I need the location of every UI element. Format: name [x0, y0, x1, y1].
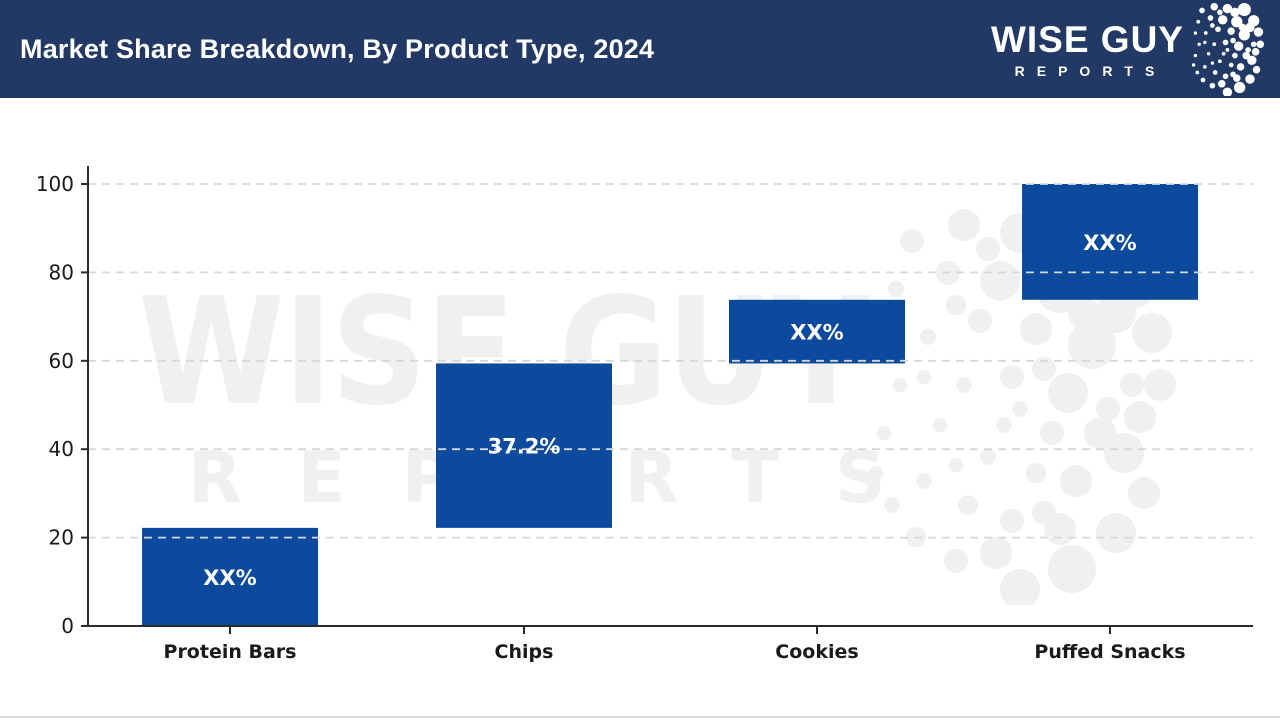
head-dot — [1222, 39, 1229, 46]
head-dot — [1200, 77, 1206, 83]
logo-reports-text: REPORTS — [1014, 62, 1167, 79]
x-category-label: Puffed Snacks — [1034, 641, 1185, 663]
head-dot — [1199, 7, 1205, 14]
head-dot — [1210, 61, 1215, 65]
head-dot — [1233, 41, 1244, 51]
head-dot — [1238, 23, 1247, 32]
head-dot — [1218, 80, 1226, 88]
head-dot — [1247, 55, 1257, 65]
head-dot — [1207, 15, 1214, 21]
head-dot — [1215, 26, 1221, 33]
y-tick-label: 60 — [49, 349, 74, 373]
page-title: Market Share Breakdown, By Product Type,… — [20, 33, 655, 64]
header-bar: Market Share Breakdown, By Product Type,… — [0, 0, 1280, 98]
head-dot — [1232, 52, 1238, 59]
head-dot — [1210, 23, 1215, 28]
y-tick-label: 0 — [61, 614, 74, 638]
head-dot — [1252, 65, 1261, 74]
bar — [142, 527, 318, 626]
head-dot — [1195, 70, 1200, 75]
head-dot — [1250, 41, 1257, 48]
head-dot — [1210, 2, 1218, 11]
head-dot — [1228, 62, 1234, 68]
logo-wiseguy-text: WISE GUY — [990, 18, 1184, 60]
head-dot — [1217, 9, 1223, 16]
head-dot — [1196, 19, 1201, 24]
head-dot — [1242, 51, 1250, 60]
head-dot — [1230, 7, 1240, 18]
head-dot — [1230, 71, 1236, 78]
head-dot — [1209, 82, 1216, 89]
head-dot — [1256, 40, 1265, 49]
head-dot — [1237, 2, 1251, 17]
head-dot — [1253, 27, 1264, 37]
bar-value-label: 37.2% — [488, 435, 561, 459]
head-dot — [1218, 15, 1228, 25]
wiseguy-head-icon — [1191, 2, 1265, 96]
head-dot — [1233, 81, 1246, 94]
head-dot — [1222, 3, 1233, 14]
head-dot — [1212, 42, 1217, 47]
head-dot — [1238, 29, 1250, 41]
head-dot — [1222, 87, 1233, 96]
wiseguy-logo: WISE GUY REPORTS — [991, 2, 1266, 96]
head-dot — [1206, 52, 1211, 56]
head-dot — [1231, 16, 1243, 28]
bar-value-label: XX% — [790, 321, 843, 345]
head-dot — [1191, 63, 1196, 67]
head-dot — [1251, 48, 1260, 56]
head-dot — [1245, 22, 1255, 33]
wiseguy-wordmark: WISE GUY REPORTS — [991, 21, 1184, 78]
head-dot — [1222, 73, 1229, 80]
head-dot — [1230, 37, 1236, 44]
y-tick-label: 40 — [49, 437, 74, 461]
page-bottom-border — [0, 716, 1280, 718]
head-dot — [1245, 47, 1251, 53]
y-tick-label: 20 — [49, 526, 74, 550]
x-category-label: Protein Bars — [164, 641, 297, 663]
x-category-label: Cookies — [775, 641, 858, 663]
head-dot — [1193, 31, 1198, 35]
head-dot — [1193, 53, 1198, 58]
x-category-label: Chips — [495, 641, 554, 663]
head-dot — [1203, 40, 1207, 45]
bar-value-label: XX% — [1083, 231, 1136, 255]
head-dot — [1245, 74, 1255, 84]
bar — [729, 299, 905, 364]
head-dot — [1203, 31, 1208, 35]
head-dot — [1218, 59, 1222, 64]
head-dot — [1212, 70, 1218, 75]
head-dot — [1202, 64, 1207, 69]
head-dot — [1225, 48, 1230, 52]
head-dot — [1221, 51, 1226, 56]
y-tick-label: 100 — [36, 172, 74, 196]
y-tick-label: 80 — [49, 260, 74, 284]
bar-value-label: XX% — [203, 566, 256, 590]
head-dot — [1227, 27, 1235, 35]
head-dot — [1197, 42, 1201, 46]
bar — [436, 363, 612, 528]
head-dot — [1236, 63, 1245, 71]
